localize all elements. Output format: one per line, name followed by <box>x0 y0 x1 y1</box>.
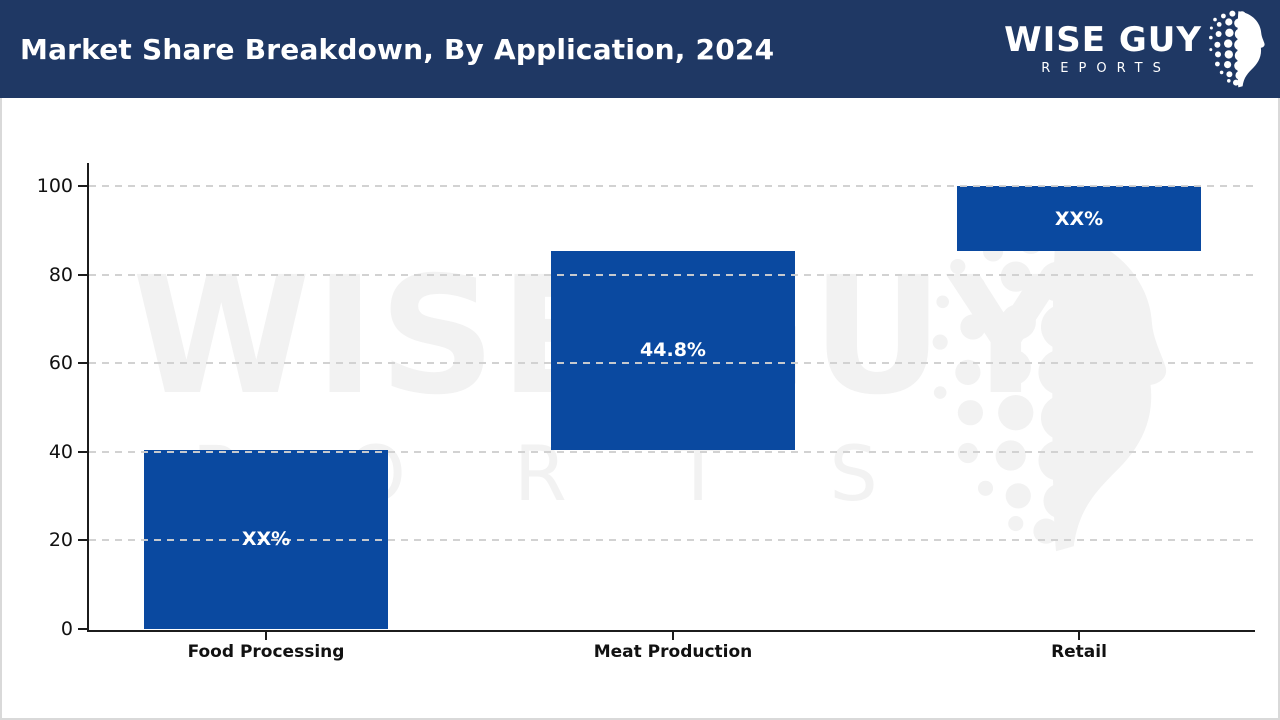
y-axis-tick <box>78 362 87 365</box>
plot-area: XX% 44.8% XX% 0 20 40 60 80 100 Food Processing Me… <box>37 163 1255 662</box>
x-axis-line <box>87 630 1255 632</box>
logo-wordmark: WISE GUY <box>1004 19 1202 60</box>
bar-label: XX% <box>1054 207 1104 230</box>
bar-meat-production <box>551 251 795 450</box>
bar-label-box: XX% <box>144 450 388 629</box>
gridline-60 <box>89 362 1253 365</box>
wiseguy-face-icon <box>1209 10 1265 88</box>
y-axis-tick-label: 40 <box>48 440 73 463</box>
page-title: Market Share Breakdown, By Application, … <box>20 32 775 66</box>
chart-canvas: WISE GUY P O R T S XX% 44.8% XX% 0 20 40 60 80 1… <box>0 98 1280 720</box>
gridline-40 <box>89 450 1253 453</box>
y-axis-tick-label: 60 <box>48 352 73 375</box>
x-axis-tick <box>672 632 674 640</box>
gridline-100 <box>89 185 1253 187</box>
x-axis-category-label: Meat Production <box>593 642 753 662</box>
bar-label-box: 44.8% <box>551 251 795 449</box>
y-axis-tick-label: 100 <box>36 175 73 197</box>
gridline-20 <box>89 539 1253 542</box>
x-axis-category-label: Retail <box>1051 642 1107 662</box>
y-axis-tick-label: 80 <box>48 263 73 286</box>
y-axis-tick-label: 0 <box>60 618 73 640</box>
gridline-80 <box>89 273 1253 276</box>
y-axis-tick <box>78 450 87 453</box>
y-axis-tick-label: 20 <box>48 529 73 552</box>
logo-subtitle: REPORTS <box>1041 60 1171 76</box>
bar-retail <box>957 186 1201 252</box>
bar-label-box: XX% <box>957 186 1201 251</box>
y-axis-tick <box>78 539 87 542</box>
y-axis-line <box>87 163 89 632</box>
x-axis-tick <box>265 632 267 640</box>
wiseguy-logo: WISE GUY REPORTS <box>1004 10 1280 88</box>
y-axis-tick <box>78 185 87 187</box>
bar-food-processing <box>144 449 388 629</box>
bar-label: XX% <box>241 528 291 551</box>
header-bar: Market Share Breakdown, By Application, … <box>0 0 1280 98</box>
x-axis-tick <box>1078 632 1080 640</box>
y-axis-tick <box>78 273 87 276</box>
bar-label: 44.8% <box>640 339 706 362</box>
y-axis-tick <box>78 628 87 630</box>
wiseguy-logo-text: WISE GUY REPORTS <box>1004 23 1202 76</box>
x-axis-category-label: Food Processing <box>187 642 345 662</box>
